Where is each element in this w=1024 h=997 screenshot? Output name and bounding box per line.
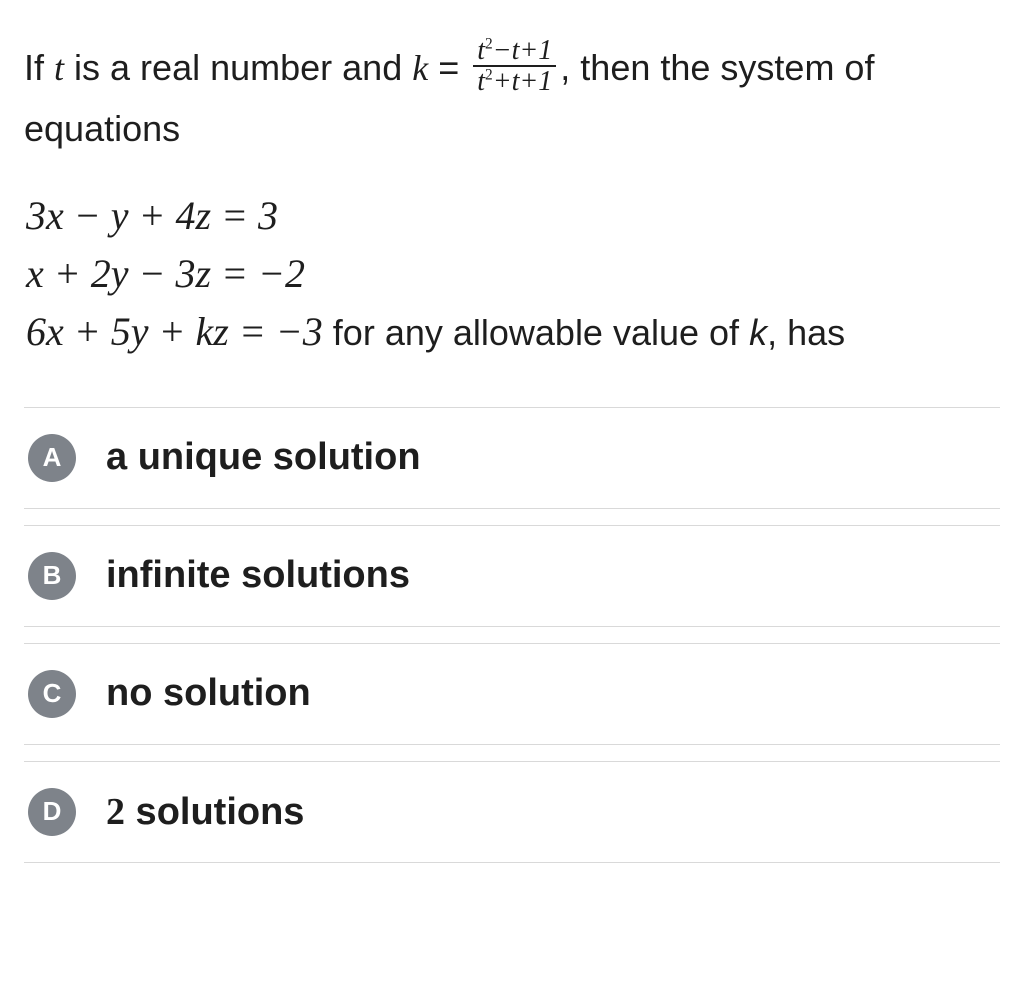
var-k: k <box>412 48 428 88</box>
equation-2: x + 2y − 3z = −2 <box>26 245 1000 303</box>
fraction-numerator: t2−t+1 <box>473 36 556 65</box>
option-badge: A <box>28 434 76 482</box>
option-text: a unique solution <box>106 436 421 479</box>
option-badge: D <box>28 788 76 836</box>
var-t: t <box>54 48 64 88</box>
option-badge: C <box>28 670 76 718</box>
var-k: k <box>749 312 767 353</box>
option-badge: B <box>28 552 76 600</box>
equation-3: 6x + 5y + kz = −3 for any allowable valu… <box>26 303 1000 361</box>
stem-text: If <box>24 47 54 88</box>
stem-text: equations <box>24 108 180 149</box>
equation-3-lhs: 6x + 5y + kz = −3 <box>26 309 323 354</box>
question-stem: If t is a real number and k = t2−t+1t2+t… <box>24 40 1000 157</box>
option-b[interactable]: B infinite solutions <box>24 525 1000 627</box>
option-d-rest: solutions <box>125 791 304 833</box>
stem-text: , then the system of <box>560 47 874 88</box>
question-page: If t is a real number and k = t2−t+1t2+t… <box>0 0 1024 863</box>
options-list: A a unique solution B infinite solutions… <box>24 407 1000 863</box>
option-d[interactable]: D 2 solutions <box>24 761 1000 863</box>
stem-text: is a real number and <box>64 47 412 88</box>
option-text: infinite solutions <box>106 554 410 597</box>
tail-text: for any allowable value of <box>323 312 749 353</box>
option-d-number: 2 <box>106 791 125 833</box>
tail-text: , has <box>767 312 845 353</box>
fraction: t2−t+1t2+t+1 <box>473 36 556 97</box>
option-text: 2 solutions <box>106 790 304 834</box>
option-a[interactable]: A a unique solution <box>24 407 1000 509</box>
fraction-denominator: t2+t+1 <box>473 65 556 96</box>
option-c[interactable]: C no solution <box>24 643 1000 745</box>
option-text: no solution <box>106 672 311 715</box>
equation-block: 3x − y + 4z = 3 x + 2y − 3z = −2 6x + 5y… <box>24 187 1000 361</box>
equation-1: 3x − y + 4z = 3 <box>26 187 1000 245</box>
equation-3-tail: for any allowable value of k, has <box>323 312 845 353</box>
stem-text: = <box>428 47 469 88</box>
